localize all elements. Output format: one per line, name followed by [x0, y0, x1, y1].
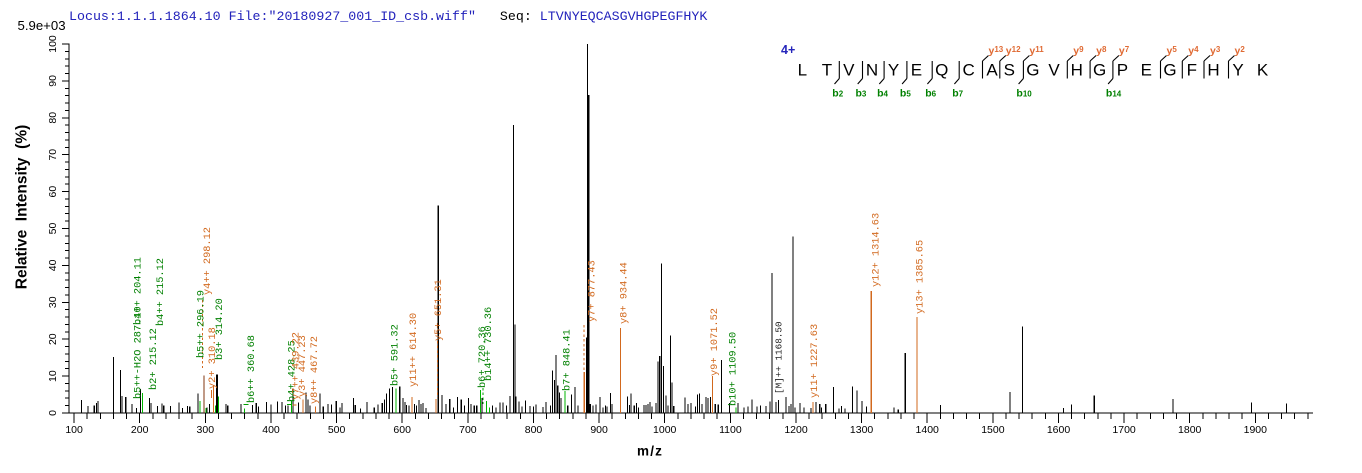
svg-text:y7++ 439.22: y7++ 439.22 [290, 332, 302, 400]
svg-text:b10: b10 [1016, 88, 1032, 100]
svg-text:Y: Y [888, 61, 899, 80]
svg-text:H: H [1207, 61, 1219, 80]
svg-text:600: 600 [393, 424, 411, 436]
svg-text:b5: b5 [900, 88, 911, 100]
svg-text:E: E [911, 61, 922, 80]
svg-text:y5: y5 [1167, 45, 1178, 57]
svg-text:y2+ 310.18: y2+ 310.18 [207, 327, 219, 389]
svg-text:20: 20 [47, 333, 59, 345]
svg-text:b10+ 1109.50: b10+ 1109.50 [728, 332, 740, 406]
svg-text:y3+ 447.23: y3+ 447.23 [297, 335, 309, 397]
svg-text:50: 50 [47, 223, 59, 235]
svg-text:F: F [1187, 61, 1197, 80]
svg-text:1100: 1100 [719, 424, 742, 436]
svg-text:y9+ 1071.52: y9+ 1071.52 [709, 308, 721, 376]
svg-text:b2: b2 [832, 88, 843, 100]
svg-text:b7+ 848.41: b7+ 848.41 [562, 329, 574, 391]
svg-text:y5+ 651.31: y5+ 651.31 [433, 279, 445, 341]
svg-text:y3: y3 [1210, 45, 1221, 57]
svg-text:N: N [866, 61, 878, 80]
svg-text:A: A [986, 61, 998, 80]
svg-text:b14++ 730.36: b14++ 730.36 [483, 307, 495, 381]
svg-text:800: 800 [525, 424, 543, 436]
svg-text:G: G [1163, 61, 1176, 80]
svg-text:y8++ 467.72: y8++ 467.72 [309, 336, 321, 404]
svg-text:1900: 1900 [1244, 424, 1268, 436]
svg-text:b4+ 428.25: b4+ 428.25 [286, 340, 298, 402]
svg-text:900: 900 [590, 424, 608, 436]
svg-text:90: 90 [47, 75, 59, 87]
svg-text:y7+ 877.43: y7+ 877.43 [587, 260, 599, 322]
svg-text:80: 80 [47, 112, 59, 124]
svg-text:200: 200 [131, 424, 149, 436]
svg-text:y11+ 1227.63: y11+ 1227.63 [809, 324, 821, 398]
svg-text:b5++-H2O 287.10: b5++-H2O 287.10 [133, 306, 145, 399]
svg-text:4+: 4+ [781, 43, 795, 57]
svg-text:b4++ 215.12: b4++ 215.12 [155, 258, 167, 326]
svg-text:100: 100 [47, 35, 59, 53]
svg-text:b6: b6 [925, 88, 936, 100]
svg-text:500: 500 [328, 424, 346, 436]
svg-text:y7: y7 [1119, 45, 1130, 57]
svg-text:y4: y4 [1188, 45, 1199, 57]
svg-text:Y: Y [1232, 61, 1243, 80]
svg-text:E: E [1141, 61, 1152, 80]
svg-text:Q: Q [935, 61, 948, 80]
svg-text:400: 400 [262, 424, 280, 436]
svg-text:300: 300 [197, 424, 215, 436]
svg-text:60: 60 [47, 186, 59, 198]
svg-text:L: L [798, 61, 807, 80]
svg-text:V: V [843, 61, 855, 80]
svg-text:b4++ 204.11: b4++ 204.11 [133, 257, 145, 325]
svg-text:b7: b7 [952, 88, 963, 100]
svg-text:1000: 1000 [653, 424, 677, 436]
svg-text:H: H [1071, 61, 1083, 80]
svg-text:1300: 1300 [850, 424, 874, 436]
svg-text:[M]++ 1168.50: [M]++ 1168.50 [774, 321, 785, 394]
svg-text:y2: y2 [1235, 45, 1246, 57]
svg-text:y9: y9 [1073, 45, 1084, 57]
svg-text:30: 30 [47, 296, 59, 308]
svg-text:1600: 1600 [1047, 424, 1071, 436]
svg-text:C: C [963, 61, 975, 80]
svg-text:Relative Intensity (%): Relative Intensity (%) [14, 125, 31, 290]
svg-text:b4: b4 [877, 88, 888, 100]
svg-text:m/z: m/z [637, 444, 663, 459]
svg-text:y8: y8 [1096, 45, 1107, 57]
svg-text:b3: b3 [856, 88, 867, 100]
svg-text:b14: b14 [1106, 88, 1122, 100]
svg-text:y4++ 298.12: y4++ 298.12 [202, 227, 214, 295]
svg-text:1500: 1500 [981, 424, 1005, 436]
svg-text:70: 70 [47, 149, 59, 161]
svg-text:1200: 1200 [784, 424, 808, 436]
svg-text:0: 0 [47, 410, 59, 416]
svg-text:1700: 1700 [1112, 424, 1136, 436]
svg-text:40: 40 [47, 259, 59, 271]
svg-text:1400: 1400 [916, 424, 940, 436]
svg-text:T: T [822, 61, 832, 80]
svg-text:b6++ 360.68: b6++ 360.68 [246, 335, 258, 403]
svg-text:y11++ 614.30: y11++ 614.30 [408, 313, 420, 387]
svg-text:b3+ 314.20: b3+ 314.20 [214, 298, 226, 360]
svg-text:b6+ 720.36: b6+ 720.36 [477, 326, 489, 388]
svg-text:y8+ 934.44: y8+ 934.44 [619, 262, 631, 324]
svg-text:K: K [1257, 61, 1269, 80]
svg-text:10: 10 [47, 370, 59, 382]
svg-text:S: S [1004, 61, 1015, 80]
svg-text:1800: 1800 [1178, 424, 1202, 436]
svg-text:y13+ 1385.65: y13+ 1385.65 [915, 240, 927, 314]
svg-text:100: 100 [65, 424, 83, 436]
svg-text:G: G [1093, 61, 1106, 80]
svg-text:y12+ 1314.63: y12+ 1314.63 [871, 213, 883, 287]
svg-text:P: P [1117, 61, 1128, 80]
svg-text:b5++ 296.19: b5++ 296.19 [196, 290, 208, 358]
svg-text:5.9e+03: 5.9e+03 [18, 18, 66, 33]
svg-text:b2+ 215.12: b2+ 215.12 [148, 328, 160, 390]
svg-text:V: V [1048, 61, 1060, 80]
svg-text:700: 700 [459, 424, 477, 436]
svg-text:G: G [1026, 61, 1039, 80]
svg-text:Locus:1.1.1.1864.10 File:"2018: Locus:1.1.1.1864.10 File:"20180927_001_I… [69, 9, 707, 24]
svg-text:b5+ 591.32: b5+ 591.32 [390, 324, 402, 386]
